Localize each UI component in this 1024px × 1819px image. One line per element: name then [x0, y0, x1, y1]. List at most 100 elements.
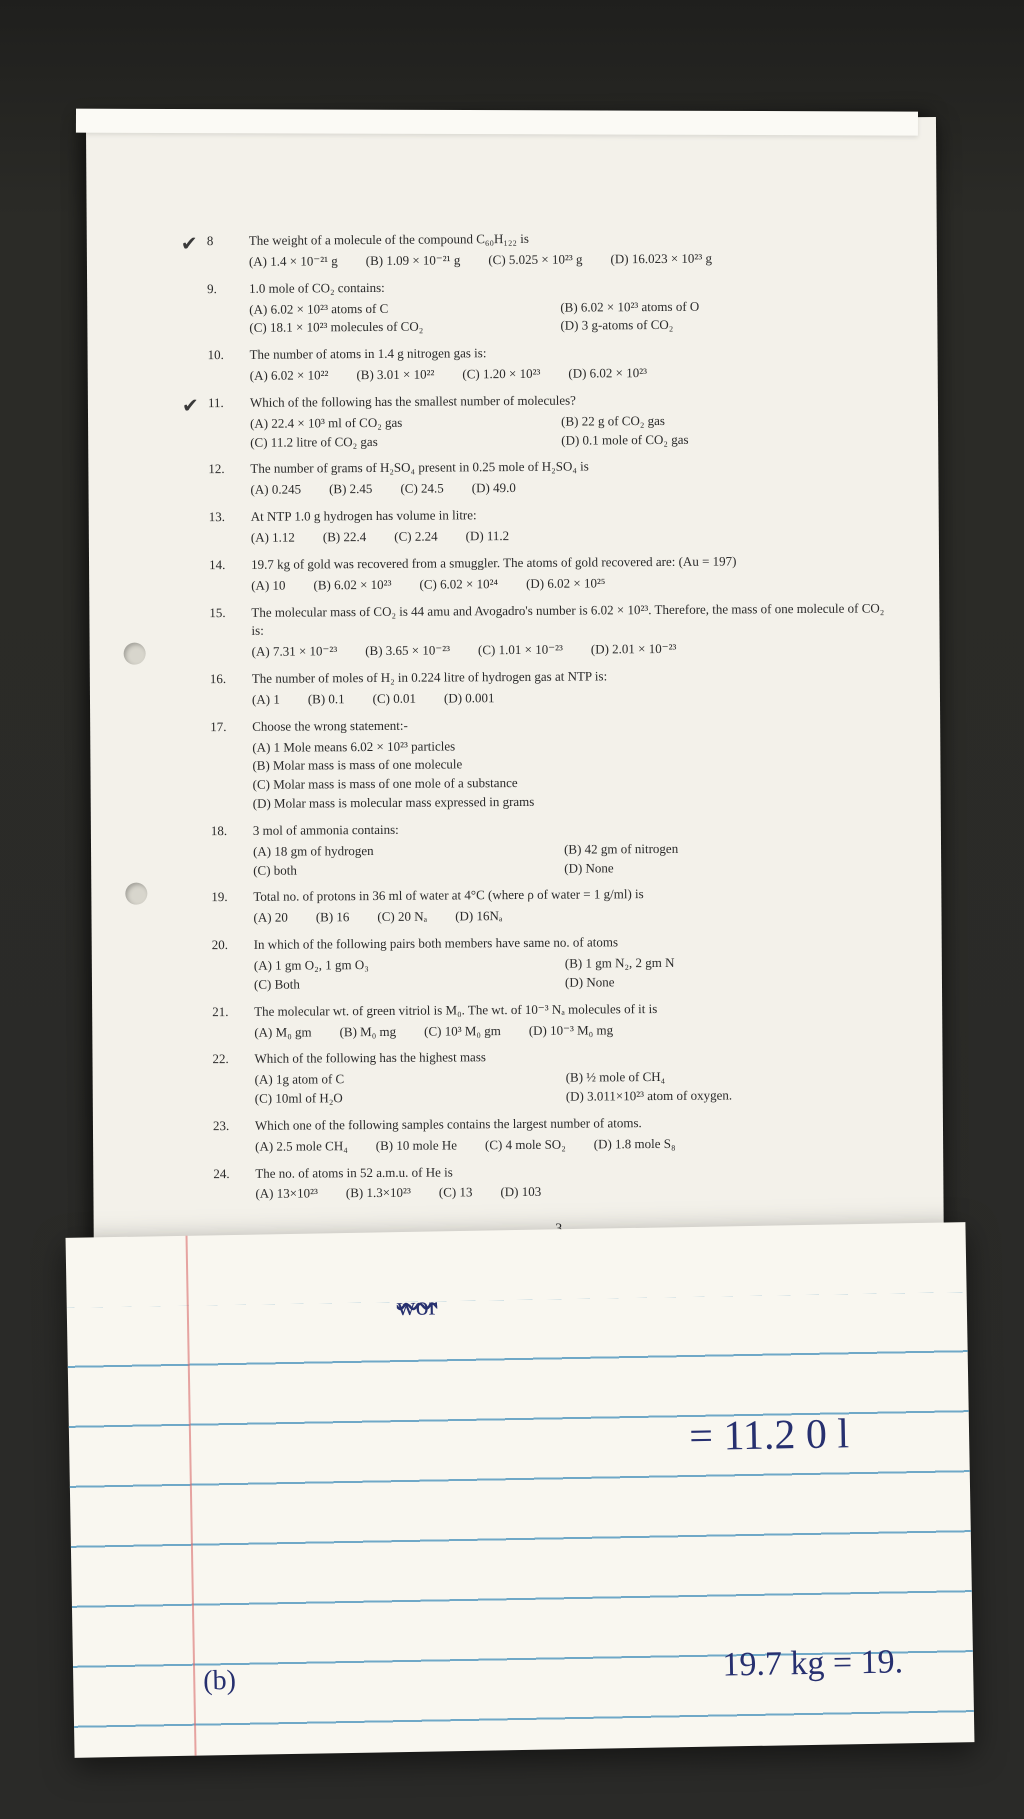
- options: (A) 1.4 × 10⁻²¹ g (B) 1.09 × 10⁻²¹ g (C) 5…: [249, 248, 897, 271]
- notebook: wor = 11.2 0 l (b) 19.7 kg = 19.: [66, 1222, 975, 1758]
- question-number: 18.: [211, 822, 245, 841]
- question-number: 19.: [211, 888, 245, 907]
- question-text: The molecular wt. of green vitriol is M₀…: [254, 998, 902, 1021]
- option: (B) 6.02 × 10²³ atoms of O: [560, 296, 871, 317]
- option: (B) 22 g of CO₂ gas: [561, 410, 872, 431]
- question-text: The weight of a molecule of the compound…: [249, 227, 897, 250]
- question-text: Which one of the following samples conta…: [255, 1112, 903, 1135]
- question-number: 14.: [209, 556, 243, 575]
- options: (A) 20(B) 16(C) 20 Nₐ(D) 16Nₐ: [253, 905, 901, 928]
- option: (A) 1.4 × 10⁻²¹ g: [249, 252, 338, 271]
- option: (B) ½ mole of CH₄: [566, 1067, 877, 1088]
- options: (A) 22.4 × 10³ ml of CO₂ gas(B) 22 g of …: [250, 410, 898, 452]
- option: (B) 0.1: [308, 690, 345, 709]
- options: (A) 6.02 × 10²³ atoms of C(B) 6.02 × 10²…: [249, 296, 897, 338]
- option: (D) None: [564, 857, 875, 878]
- option: (C) 1.01 × 10⁻²³: [478, 641, 563, 660]
- option: (B) 10 mole He: [376, 1136, 457, 1155]
- options: (A) 1 Mole means 6.02 × 10²³ particles(B…: [252, 734, 901, 814]
- options: (A) 13×10²³(B) 1.3×10²³(C) 13(D) 103: [255, 1181, 903, 1204]
- option: (A) 1: [252, 691, 280, 710]
- tick-mark-icon: ✔: [182, 392, 199, 421]
- question-number: 20.: [212, 936, 246, 955]
- question-text: The number of grams of H₂SO₄ present in …: [250, 456, 898, 479]
- option: (D) 16.023 × 10²³ g: [610, 249, 712, 269]
- option: (A) 2.5 mole CH₄: [255, 1137, 348, 1156]
- options: (A) 18 gm of hydrogen(B) 42 gm of nitrog…: [253, 838, 901, 880]
- question: 20. In which of the following pairs both …: [212, 931, 902, 994]
- option: (B) 1.3×10²³: [346, 1184, 411, 1203]
- question-text: 1.0 mole of CO₂ contains:: [249, 275, 897, 298]
- question-number: 17.: [210, 718, 244, 737]
- handwriting-option-b: (b): [203, 1665, 236, 1698]
- question-text: The number of moles of H₂ in 0.224 litre…: [252, 665, 900, 688]
- question: 17. Choose the wrong statement:-(A) 1 Mol…: [210, 713, 901, 814]
- options: (A) M₀ gm(B) M₀ mg(C) 10³ M₀ gm(D) 10⁻³ …: [254, 1019, 902, 1042]
- option: (B) 16: [316, 908, 350, 927]
- question: 24. The no. of atoms in 52 a.m.u. of He i…: [213, 1160, 903, 1205]
- question-text: Total no. of protons in 36 ml of water a…: [253, 884, 901, 907]
- option: (D) 1.8 mole S₈: [594, 1135, 676, 1154]
- question-text: 19.7 kg of gold was recovered from a smu…: [251, 551, 899, 574]
- options: (A) 10(B) 6.02 × 10²³(C) 6.02 × 10²⁴(D) …: [251, 572, 899, 595]
- option: (A) 20: [253, 909, 287, 928]
- option: (D) 49.0: [472, 479, 516, 498]
- option: (D) 103: [500, 1183, 541, 1202]
- question-number: 8: [207, 232, 241, 251]
- option: (D) 3.011×10²³ atom of oxygen.: [566, 1086, 877, 1107]
- option: (A) 6.02 × 10²²: [250, 366, 329, 385]
- exam-paper: ✔ 8 The weight of a molecule of the compou…: [86, 117, 944, 1283]
- options: (A) 1(B) 0.1(C) 0.01(D) 0.001: [252, 686, 900, 709]
- question-number: 10.: [208, 346, 242, 365]
- options: (A) 6.02 × 10²²(B) 3.01 × 10²²(C) 1.20 ×…: [250, 362, 898, 385]
- option: (B) 1 gm N₂, 2 gm N: [565, 952, 876, 973]
- option: (B) 3.01 × 10²²: [356, 366, 434, 385]
- option: (A) 7.31 × 10⁻²³: [252, 642, 338, 661]
- question: ✔11.Which of the following has the small…: [208, 389, 898, 452]
- option: (D) Molar mass is molecular mass express…: [253, 790, 901, 813]
- tick-mark-icon: ✔: [181, 230, 198, 259]
- option: (D) 2.01 × 10⁻²³: [591, 640, 677, 659]
- options: (A) 7.31 × 10⁻²³ (B) 3.65 × 10⁻²³ (C) 1.01…: [252, 639, 900, 662]
- option: (A) 1g atom of C: [255, 1069, 566, 1090]
- question-text: Choose the wrong statement:-: [252, 713, 900, 736]
- option: (A) 6.02 × 10²³ atoms of C: [249, 298, 560, 319]
- question: 9. 1.0 mole of CO₂ contains:(A) 6.02 × 10…: [207, 275, 897, 338]
- question: 15. The molecular mass of CO₂ is 44 amu a…: [209, 599, 899, 662]
- option: (A) 18 gm of hydrogen: [253, 840, 564, 861]
- option: (C) Both: [254, 974, 565, 995]
- option: (A) 22.4 × 10³ ml of CO₂ gas: [250, 412, 561, 433]
- question: 14. 19.7 kg of gold was recovered from a …: [209, 551, 899, 596]
- option: (C) 5.025 × 10²³ g: [488, 250, 582, 270]
- option: (B) 1.09 × 10⁻²¹ g: [366, 251, 461, 271]
- option: (A) 13×10²³: [255, 1185, 318, 1204]
- option: (A) 1 gm O₂, 1 gm O₃: [254, 955, 565, 976]
- question-number: 13.: [209, 508, 243, 527]
- question-number: 11.: [208, 394, 242, 413]
- option: (B) 22.4: [323, 528, 366, 547]
- question: 22.Which of the following has the highes…: [212, 1046, 902, 1109]
- question-number: 16.: [210, 670, 244, 689]
- question-text: In which of the following pairs both mem…: [254, 931, 902, 954]
- question-text: The no. of atoms in 52 a.m.u. of He is: [255, 1160, 903, 1183]
- hole-punch: [125, 883, 147, 905]
- questions-list: ✔8The weight of a molecule of the compou…: [207, 227, 904, 1204]
- question-text: The molecular mass of CO₂ is 44 amu and …: [251, 599, 899, 641]
- option: (C) 20 Nₐ: [377, 908, 427, 927]
- question-number: 15.: [209, 603, 243, 622]
- question-number: 24.: [213, 1164, 247, 1183]
- question-text: The number of atoms in 1.4 g nitrogen ga…: [250, 342, 898, 365]
- option: (A) 1.12: [251, 529, 295, 548]
- question-text: 3 mol of ammonia contains:: [253, 817, 901, 840]
- question: ✔8The weight of a molecule of the compou…: [207, 227, 897, 272]
- handwriting-answer-19: 19.7 kg = 19.: [722, 1643, 903, 1684]
- option: (C) both: [253, 859, 564, 880]
- option: (B) 6.02 × 10²³: [313, 576, 391, 595]
- question: 19. Total no. of protons in 36 ml of wate…: [211, 884, 901, 929]
- option: (B) 3.65 × 10⁻²³: [365, 642, 450, 661]
- question: 18. 3 mol of ammonia contains:(A) 18 gm o…: [211, 817, 901, 880]
- question: 16. The number of moles of H₂ in 0.224 li…: [210, 665, 900, 710]
- option: (D) 3 g-atoms of CO₂: [560, 315, 871, 336]
- options: (A) 1.12(B) 22.4(C) 2.24(D) 11.2: [251, 524, 899, 547]
- question-number: 9.: [207, 280, 241, 299]
